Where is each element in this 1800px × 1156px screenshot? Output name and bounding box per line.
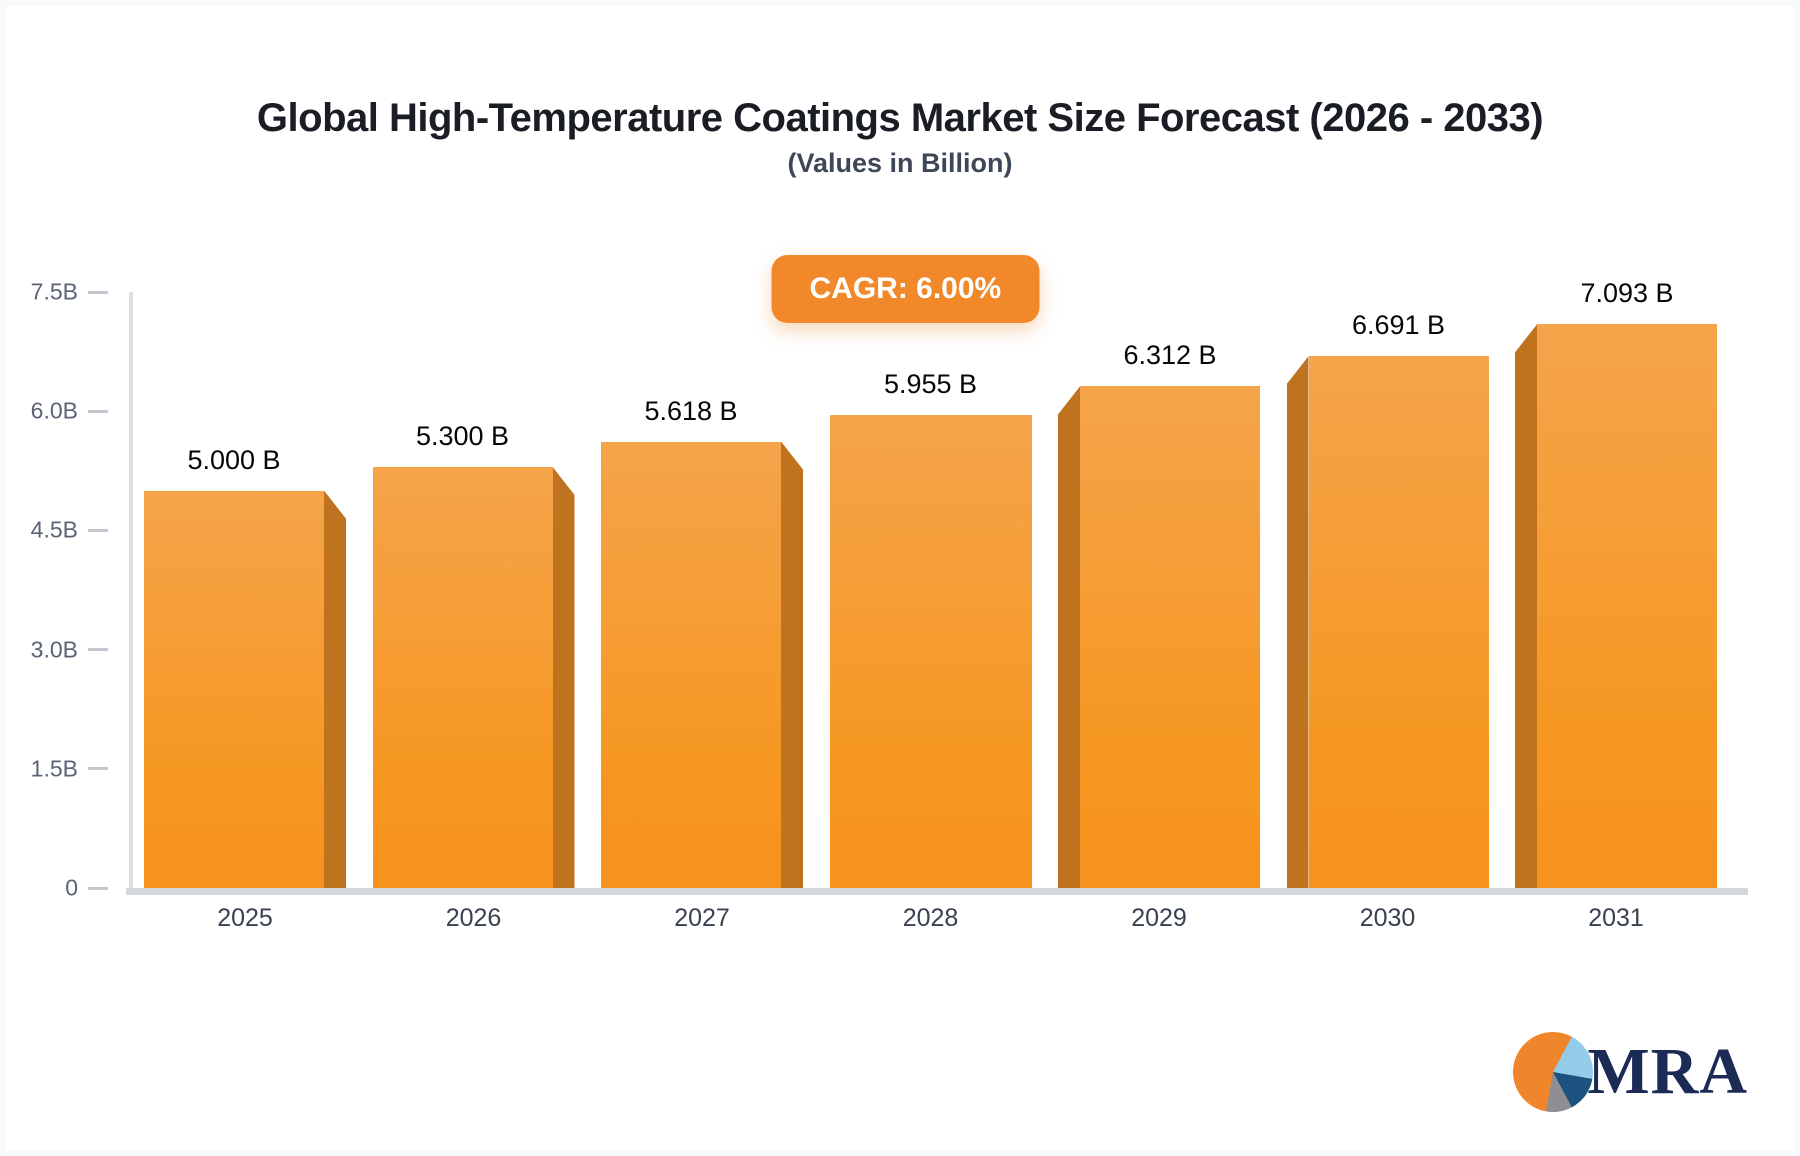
y-tick-dash xyxy=(88,290,108,294)
bar-3d-side xyxy=(781,441,803,888)
bar xyxy=(372,466,553,888)
x-tick-label: 2031 xyxy=(1588,904,1644,932)
bar-value-label: 6.312 B xyxy=(1123,340,1217,371)
bar-value-label: 5.000 B xyxy=(187,444,281,475)
x-tick-label: 2029 xyxy=(1131,904,1187,932)
y-tick-label: 4.5B xyxy=(30,516,78,543)
x-tick-label: 2025 xyxy=(217,904,273,932)
bar xyxy=(829,414,1032,888)
x-tick-label: 2028 xyxy=(902,904,959,932)
bar xyxy=(1537,324,1717,888)
bar-value-label: 5.300 B xyxy=(415,420,510,451)
pie-chart-logo-icon xyxy=(1513,1032,1594,1112)
y-tick-dash xyxy=(88,528,108,532)
y-tick-dash xyxy=(88,648,108,652)
x-tick-label: 2027 xyxy=(674,904,730,932)
bar xyxy=(144,490,324,888)
chart-title: Global High-Temperature Coatings Market … xyxy=(256,96,1544,140)
bar-3d-side xyxy=(1286,356,1309,888)
bar xyxy=(1308,356,1489,888)
y-tick-label: 0 xyxy=(65,874,78,901)
brand-logo-text: MRA xyxy=(1587,1035,1748,1108)
x-tick-label: 2026 xyxy=(445,904,502,932)
chart-subtitle: (Values in Billion) xyxy=(787,148,1013,178)
bar-3d-side xyxy=(552,466,575,888)
y-tick-label: 6.0B xyxy=(30,397,78,424)
x-axis-line xyxy=(126,888,1748,895)
y-tick-label: 7.5B xyxy=(30,278,78,305)
bar-3d-side xyxy=(324,490,346,888)
y-tick-label: 1.5B xyxy=(30,755,78,782)
bar-3d-side xyxy=(1058,386,1080,888)
cagr-badge: CAGR: 6.00% xyxy=(771,255,1040,323)
brand-logo: MRA xyxy=(1513,1032,1748,1112)
y-tick-dash xyxy=(88,409,108,413)
bar-3d-side xyxy=(1515,324,1537,888)
bar-value-label: 6.691 B xyxy=(1351,310,1446,341)
y-tick-dash xyxy=(88,886,108,890)
x-tick-label: 2030 xyxy=(1359,904,1416,932)
bar-value-label: 5.955 B xyxy=(883,368,978,399)
bar xyxy=(1080,386,1260,888)
y-tick-dash xyxy=(88,767,108,771)
y-tick-label: 3.0B xyxy=(30,636,78,663)
bar-value-label: 5.618 B xyxy=(644,395,738,426)
bar xyxy=(601,441,781,888)
y-axis-line xyxy=(129,292,133,895)
bar-value-label: 7.093 B xyxy=(1580,278,1674,309)
